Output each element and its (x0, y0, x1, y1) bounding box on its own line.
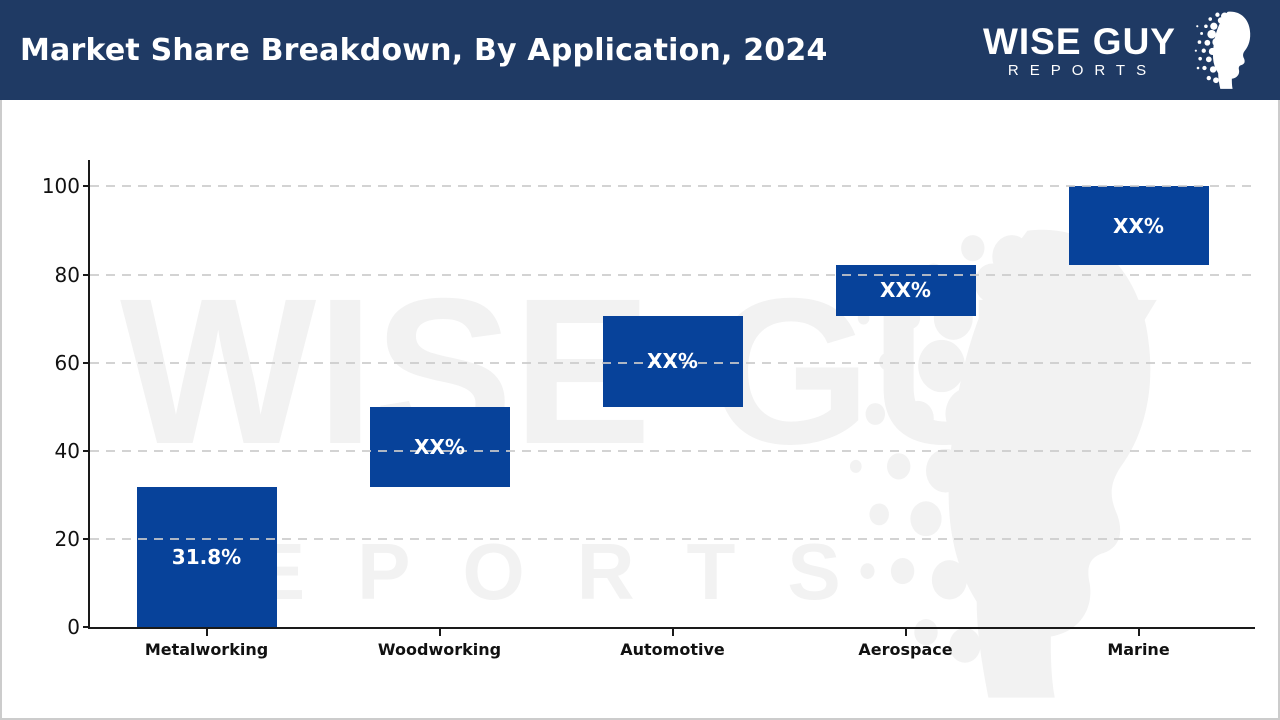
y-gridline (90, 185, 1255, 188)
y-axis-tick-label: 60 (54, 350, 80, 375)
bar (835, 264, 976, 316)
x-axis-tick (1137, 629, 1140, 636)
y-axis-line (88, 160, 90, 629)
y-gridline (90, 537, 1255, 540)
brand-subtitle: REPORTS (1007, 61, 1158, 79)
y-gridline (90, 449, 1255, 452)
y-axis-tick (83, 185, 90, 188)
y-gridline (90, 361, 1255, 364)
brand-logo: WISE GUY REPORTS (983, 8, 1252, 92)
x-axis-tick (205, 629, 208, 636)
y-axis-tick (83, 361, 90, 364)
y-axis-tick (83, 273, 90, 276)
y-axis-tick-label: 100 (41, 174, 80, 199)
bar-value-label: XX% (647, 349, 698, 374)
y-axis-tick-label: 40 (54, 438, 80, 463)
y-axis-tick-label: 0 (67, 615, 80, 639)
y-axis-tick-label: 80 (54, 262, 80, 287)
x-axis-category-label: Metalworking (144, 640, 269, 659)
y-axis-tick (83, 537, 90, 540)
chart-area: WISE GUY REPORTS 02040608010031.8%Metalw… (0, 100, 1280, 720)
x-axis-tick (904, 629, 907, 636)
x-axis-category-label: Woodworking (377, 640, 502, 659)
y-axis-tick-label: 20 (54, 526, 80, 551)
brand-text: WISE GUY REPORTS (983, 23, 1176, 78)
brand-name: WISE GUY (982, 20, 1176, 62)
y-axis-tick (83, 626, 90, 628)
page-title: Market Share Breakdown, By Application, … (20, 32, 828, 68)
y-axis-tick (83, 449, 90, 452)
y-gridline (90, 273, 1255, 276)
x-axis-category-label: Aerospace (858, 640, 953, 659)
bar (1068, 186, 1209, 265)
bar (602, 315, 743, 407)
x-axis-line (88, 627, 1255, 629)
bar-value-label: 31.8% (171, 544, 242, 569)
bar-value-label: XX% (414, 434, 465, 459)
bar (136, 486, 277, 627)
bar (369, 406, 510, 487)
bar-value-label: XX% (880, 278, 931, 303)
x-axis-tick (671, 629, 674, 636)
x-axis-tick (438, 629, 441, 636)
header-bar: Market Share Breakdown, By Application, … (0, 0, 1280, 100)
wise-guy-face-icon (1194, 11, 1251, 89)
bar-value-label: XX% (1113, 213, 1164, 238)
x-axis-category-label: Automotive (620, 640, 725, 659)
x-axis-category-label: Marine (1107, 640, 1170, 659)
